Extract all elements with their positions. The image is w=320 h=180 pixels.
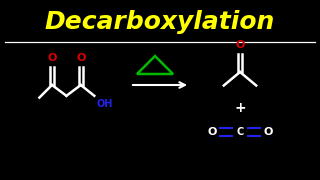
- Text: O: O: [207, 127, 217, 137]
- Text: O: O: [76, 53, 85, 63]
- Text: O: O: [263, 127, 273, 137]
- Text: OH: OH: [96, 99, 113, 109]
- Text: O: O: [235, 40, 245, 50]
- Text: Decarboxylation: Decarboxylation: [45, 10, 275, 34]
- Text: +: +: [234, 101, 246, 115]
- Text: O: O: [47, 53, 57, 63]
- Text: C: C: [236, 127, 244, 137]
